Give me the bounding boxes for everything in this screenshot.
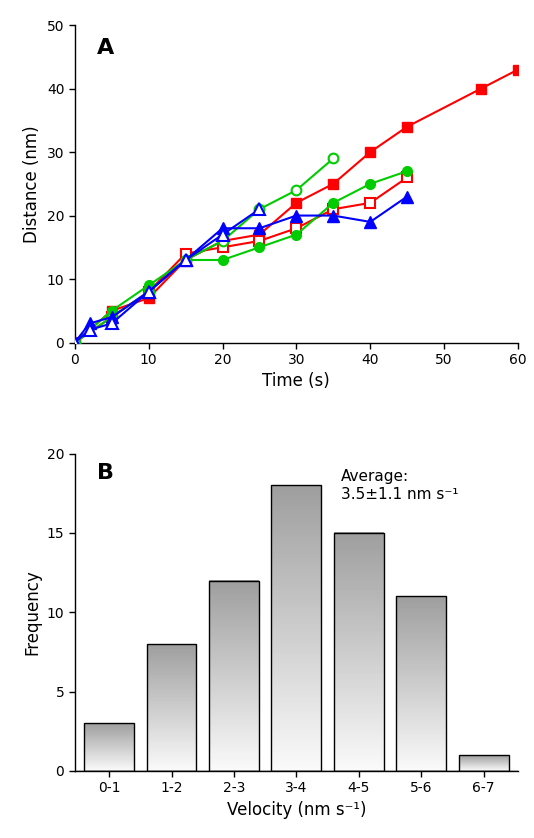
Y-axis label: Frequency: Frequency xyxy=(23,569,41,655)
Bar xyxy=(271,485,321,771)
Bar xyxy=(146,644,197,771)
Bar xyxy=(209,581,259,771)
X-axis label: Time (s): Time (s) xyxy=(263,372,330,391)
Y-axis label: Distance (nm): Distance (nm) xyxy=(23,125,41,243)
X-axis label: Velocity (nm s⁻¹): Velocity (nm s⁻¹) xyxy=(226,801,366,819)
Text: Average:
3.5±1.1 nm s⁻¹: Average: 3.5±1.1 nm s⁻¹ xyxy=(341,469,458,502)
Bar xyxy=(84,723,134,771)
Text: B: B xyxy=(97,463,114,484)
Text: A: A xyxy=(97,38,114,58)
Bar xyxy=(459,755,508,771)
Bar xyxy=(396,597,446,771)
Bar xyxy=(334,533,384,771)
